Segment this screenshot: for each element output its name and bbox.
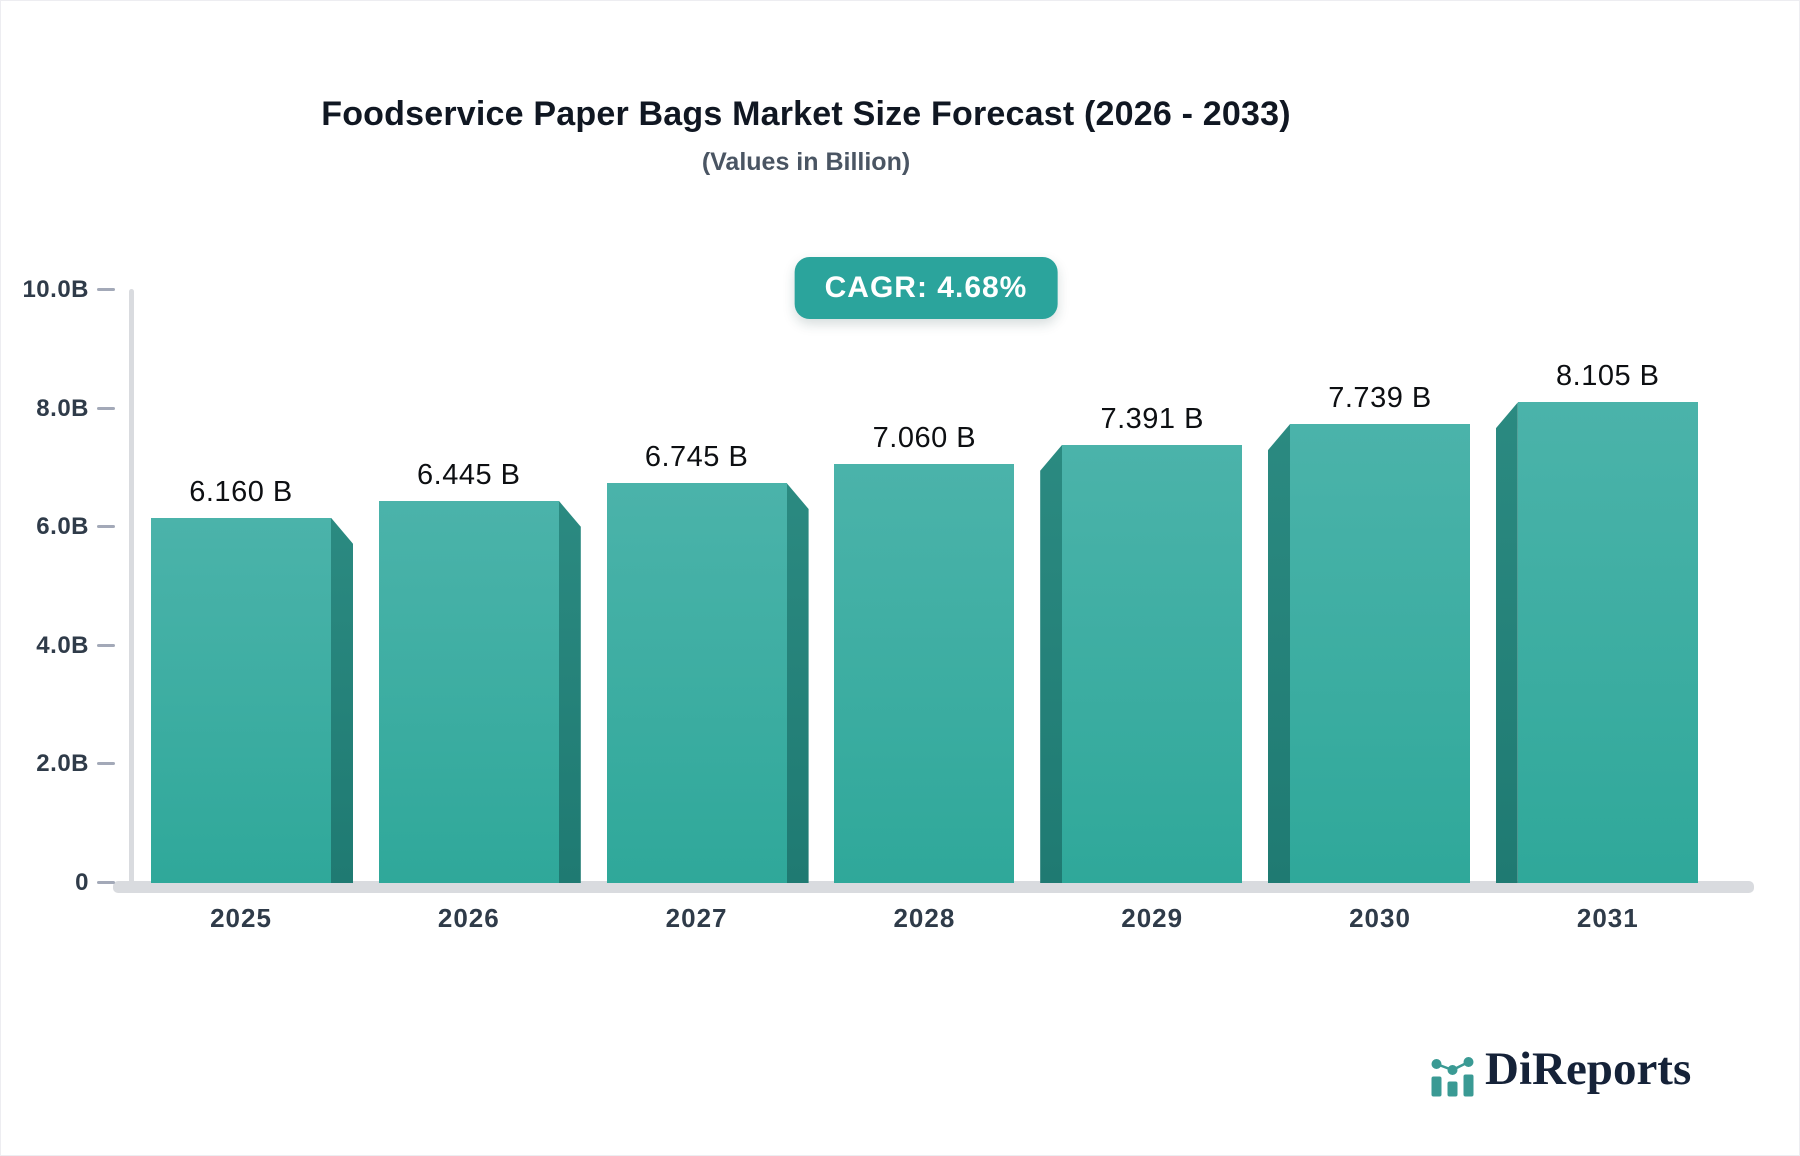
bar-value-label: 7.391 B: [1100, 402, 1204, 435]
bar-value-label: 8.105 B: [1556, 360, 1660, 393]
y-axis-tick-mark: [97, 643, 115, 647]
bar-value-label: 7.739 B: [1328, 382, 1432, 415]
y-axis-tick-mark: [97, 762, 115, 766]
bar-face: [1290, 424, 1470, 883]
bar-2031: [1495, 402, 1698, 883]
y-axis-tick-label: 0: [75, 869, 89, 896]
brand-logo-text: DiReports: [1485, 1043, 1692, 1095]
x-axis-line: [113, 881, 1754, 893]
y-axis-tick-mark: [97, 525, 115, 529]
bar-3d-side: [1040, 444, 1063, 883]
bar-2030: [1268, 424, 1470, 883]
y-axis-tick-label: 2.0B: [36, 750, 89, 778]
bar-3d-side: [786, 483, 809, 883]
cagr-badge: CAGR: 4.68%: [794, 257, 1058, 319]
y-axis-tick-mark: [97, 881, 115, 884]
y-axis-tick-label: 8.0B: [36, 394, 89, 422]
bar-3d-side: [558, 500, 581, 883]
bar-value-label: 6.160 B: [189, 475, 293, 508]
bar-face: [151, 517, 331, 883]
y-axis-tick-mark: [97, 288, 115, 291]
bar-face: [378, 500, 559, 883]
chart-subtitle: (Values in Billion): [701, 148, 911, 176]
x-axis-category-label: 2029: [1121, 903, 1184, 933]
chart-title: Foodservice Paper Bags Market Size Forec…: [321, 95, 1291, 133]
x-axis-category-label: 2026: [437, 903, 500, 933]
bar-value-label: 6.745 B: [644, 441, 749, 474]
bar-3d-side: [1268, 424, 1290, 883]
x-axis-category-label: 2030: [1349, 903, 1411, 933]
bar-2025: [151, 517, 353, 883]
bar-2027: [606, 483, 809, 883]
x-axis-category-label: 2027: [665, 903, 728, 933]
brand-logo: DiReports: [1429, 1041, 1691, 1099]
bar-value-label: 6.445 B: [417, 458, 521, 491]
y-axis-tick-label: 4.0B: [36, 631, 89, 659]
y-axis-tick-label: 10.0B: [22, 276, 89, 303]
x-axis-category-label: 2025: [210, 903, 272, 933]
y-axis-tick-mark: [97, 406, 115, 410]
bar-2029: [1040, 444, 1243, 883]
bar-3d-side: [1495, 402, 1518, 883]
y-axis-tick-label: 6.0B: [36, 513, 89, 541]
bar-face: [1062, 444, 1243, 883]
x-axis-category-label: 2031: [1576, 903, 1639, 933]
bar-3d-side: [331, 517, 353, 883]
bar-face: [1517, 402, 1698, 883]
bar-2028: [834, 464, 1015, 883]
x-axis-category-label: 2028: [893, 903, 956, 933]
bar-2026: [378, 500, 581, 883]
y-axis-line: [129, 289, 134, 887]
bar-value-label: 7.060 B: [872, 422, 977, 455]
bar-chart-logo-icon: [1431, 1057, 1474, 1097]
bar-face: [606, 483, 787, 883]
bar-face: [834, 464, 1015, 883]
